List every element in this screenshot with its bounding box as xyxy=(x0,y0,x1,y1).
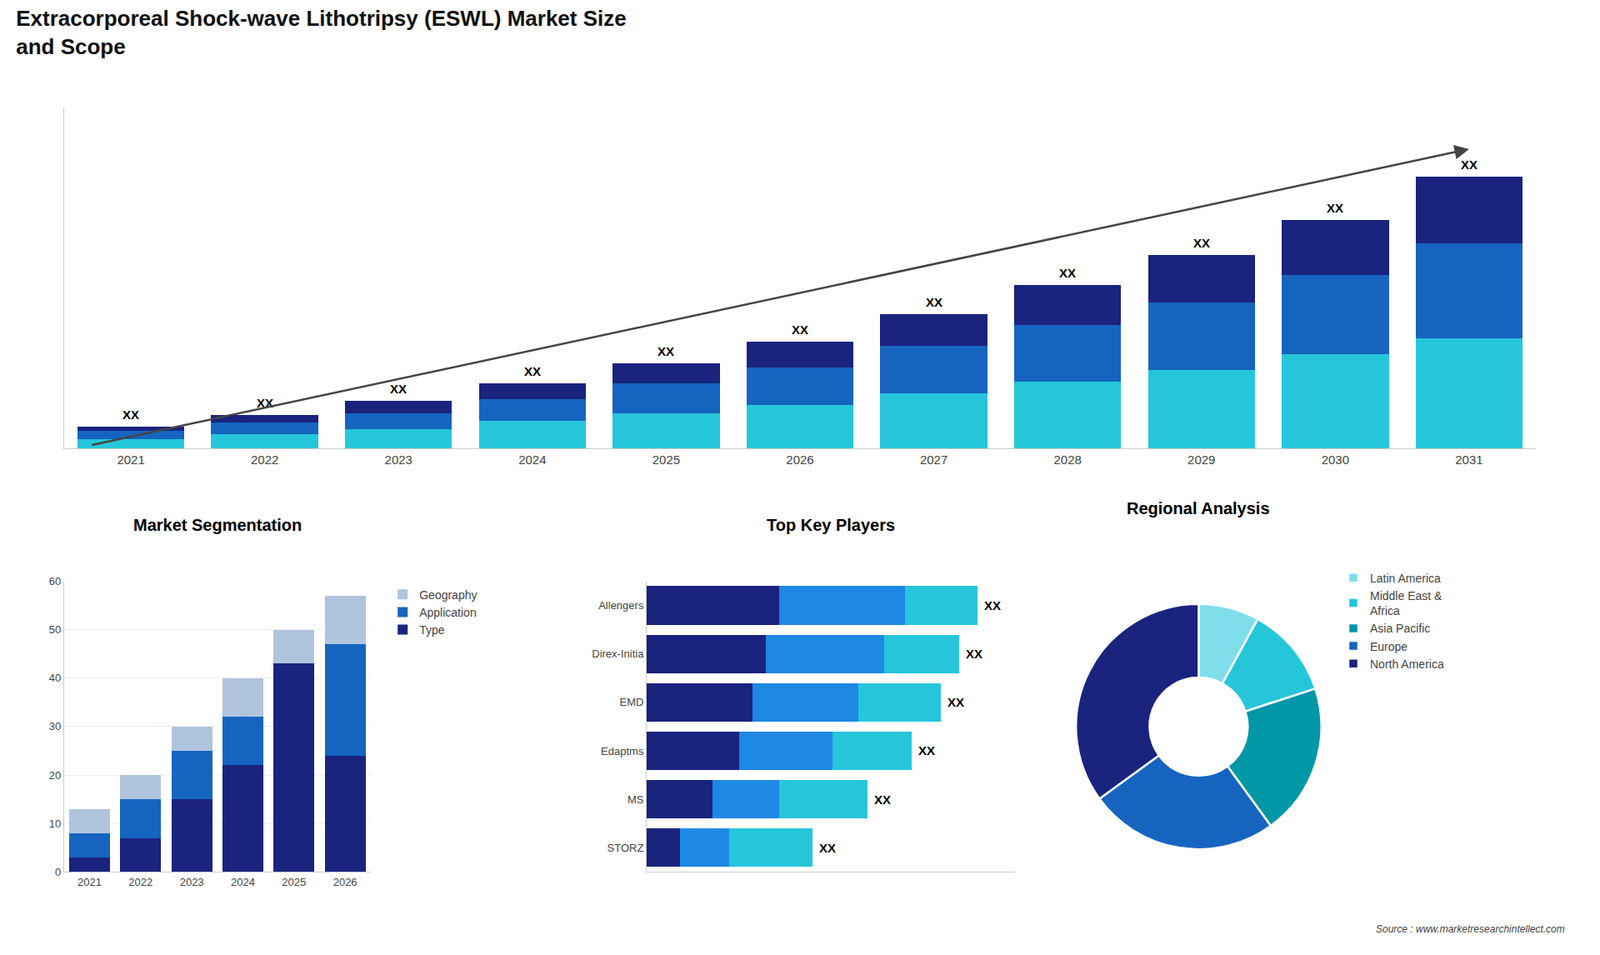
svg-text:Direx-Initia: Direx-Initia xyxy=(591,647,645,660)
svg-text:2031: 2031 xyxy=(1455,452,1483,467)
svg-text:XX: XX xyxy=(947,695,965,710)
svg-text:XX: XX xyxy=(791,322,809,337)
svg-text:MS: MS xyxy=(627,793,645,806)
svg-text:2025: 2025 xyxy=(652,452,680,467)
svg-text:2024: 2024 xyxy=(518,452,546,467)
svg-text:XX: XX xyxy=(1059,265,1076,280)
svg-text:XX: XX xyxy=(1460,157,1478,172)
svg-text:North America: North America xyxy=(1370,657,1445,671)
svg-text:30: 30 xyxy=(49,720,61,733)
svg-text:XX: XX xyxy=(918,743,935,758)
svg-text:Allengers: Allengers xyxy=(598,599,645,612)
svg-text:XX: XX xyxy=(819,840,836,855)
svg-text:Geography: Geography xyxy=(419,588,477,602)
svg-text:XX: XX xyxy=(984,598,1001,613)
svg-text:2023: 2023 xyxy=(385,452,413,467)
svg-text:STORZ: STORZ xyxy=(607,841,645,855)
svg-text:50: 50 xyxy=(49,623,61,636)
svg-text:2027: 2027 xyxy=(920,452,948,467)
svg-text:2028: 2028 xyxy=(1053,452,1081,467)
svg-text:2021: 2021 xyxy=(116,452,145,467)
svg-text:Application: Application xyxy=(419,605,477,620)
svg-text:Regional Analysis: Regional Analysis xyxy=(1126,499,1270,518)
svg-text:2029: 2029 xyxy=(1187,452,1215,467)
svg-text:2026: 2026 xyxy=(785,452,814,467)
svg-text:2022: 2022 xyxy=(250,452,279,467)
svg-text:2025: 2025 xyxy=(281,875,306,889)
svg-text:XX: XX xyxy=(256,395,274,410)
svg-text:20: 20 xyxy=(49,769,61,782)
svg-text:Extracorporeal Shock-wave Lith: Extracorporeal Shock-wave Lithotripsy (E… xyxy=(15,5,627,60)
svg-text:2026: 2026 xyxy=(333,875,358,889)
svg-text:XX: XX xyxy=(874,792,891,807)
svg-text:Middle East &Africa: Middle East &Africa xyxy=(1370,589,1443,618)
svg-text:Market Segmentation: Market Segmentation xyxy=(133,515,302,535)
svg-text:2024: 2024 xyxy=(230,875,255,889)
svg-text:2023: 2023 xyxy=(180,875,205,889)
svg-text:XX: XX xyxy=(1326,200,1344,215)
svg-text:60: 60 xyxy=(49,575,61,588)
svg-text:XX: XX xyxy=(1193,235,1210,250)
svg-text:0: 0 xyxy=(55,865,61,879)
svg-text:XX: XX xyxy=(965,646,983,661)
svg-text:Type: Type xyxy=(419,623,445,637)
svg-text:XX: XX xyxy=(390,381,407,396)
svg-text:2022: 2022 xyxy=(128,875,153,889)
svg-text:XX: XX xyxy=(925,295,943,310)
svg-text:XX: XX xyxy=(122,407,140,422)
svg-text:10: 10 xyxy=(49,817,61,830)
svg-text:Source : www.marketresearchint: Source : www.marketresearchintellect.com xyxy=(1375,923,1565,935)
svg-text:Edaptms: Edaptms xyxy=(600,745,645,758)
svg-text:2021: 2021 xyxy=(77,875,102,889)
svg-text:XX: XX xyxy=(657,344,675,359)
svg-text:40: 40 xyxy=(49,671,61,685)
svg-text:EMD: EMD xyxy=(620,695,645,709)
svg-text:Latin America: Latin America xyxy=(1370,571,1441,585)
svg-text:Europe: Europe xyxy=(1370,640,1408,654)
svg-text:XX: XX xyxy=(524,364,541,379)
svg-text:Top Key Players: Top Key Players xyxy=(766,515,895,535)
svg-text:2030: 2030 xyxy=(1321,452,1350,467)
svg-text:Asia Pacific: Asia Pacific xyxy=(1370,621,1430,635)
